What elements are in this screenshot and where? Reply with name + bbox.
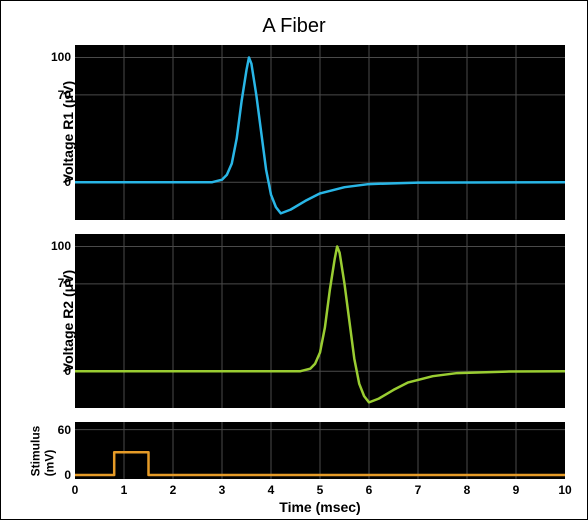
y-tick-label: 0 — [45, 468, 71, 482]
x-tick-label: 9 — [513, 483, 520, 497]
y-tick-label: 100 — [45, 239, 71, 253]
plot-svg — [75, 422, 565, 479]
y-tick-label: 100 — [45, 50, 71, 64]
panel-r2: Voltage R2 (μV)070100 — [75, 234, 565, 409]
x-axis-label: Time (msec) — [75, 499, 565, 515]
x-tick-label: 4 — [268, 483, 275, 497]
x-tick-label: 7 — [415, 483, 422, 497]
x-tick-label: 0 — [72, 483, 79, 497]
plot-svg — [75, 234, 565, 409]
plot-column: Voltage R1 (μV)070100Voltage R2 (μV)0701… — [75, 45, 565, 479]
plot-svg — [75, 45, 565, 220]
figure-title: A Fiber — [17, 15, 571, 38]
x-tick-label: 5 — [317, 483, 324, 497]
x-tick-label: 3 — [219, 483, 226, 497]
y-tick-label: 70 — [45, 276, 71, 290]
x-tick-label: 2 — [170, 483, 177, 497]
y-tick-label: 70 — [45, 88, 71, 102]
x-tick-label: 8 — [464, 483, 471, 497]
panel-stim: Stimulus(mV)060012345678910Time (msec) — [75, 422, 565, 479]
panel-r1: Voltage R1 (μV)070100 — [75, 45, 565, 220]
x-tick-label: 6 — [366, 483, 373, 497]
figure-frame: A Fiber Voltage R1 (μV)070100Voltage R2 … — [0, 0, 588, 520]
y-tick-label: 60 — [45, 423, 71, 437]
x-tick-label: 10 — [558, 483, 571, 497]
y-tick-label: 0 — [45, 364, 71, 378]
x-tick-label: 1 — [121, 483, 128, 497]
y-tick-label: 0 — [45, 175, 71, 189]
